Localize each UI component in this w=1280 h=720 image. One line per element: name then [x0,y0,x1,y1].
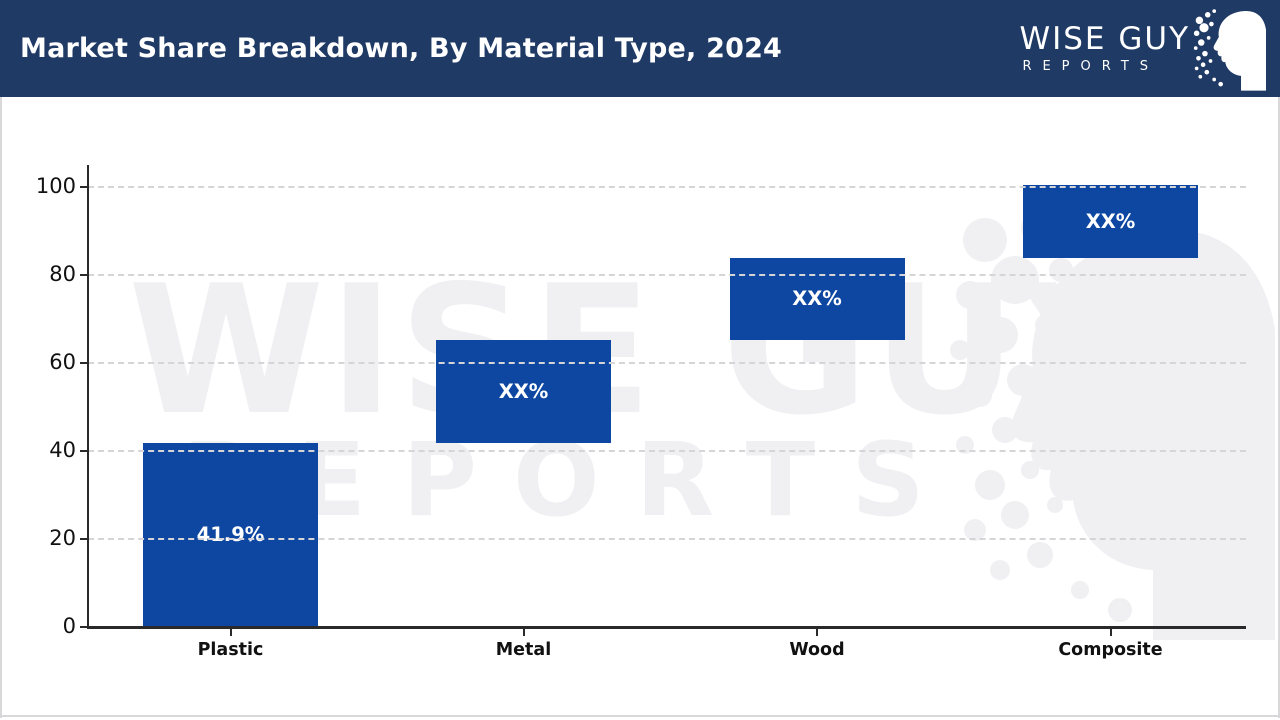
y-tick-label-100: 100 [35,174,76,198]
x-tick-mark-plastic [229,628,232,636]
bar-composite: XX% [1023,184,1198,258]
logo-text: WISE GUY REPORTS [1019,23,1190,74]
x-category-label-composite: Composite [1058,640,1163,660]
y-tick-label-60: 60 [49,350,76,374]
bar-value-label-wood: XX% [792,287,842,311]
gridline-80 [88,274,1246,276]
bar-metal: XX% [436,340,611,443]
y-tick-mark-20 [80,538,88,540]
x-tick-mark-wood [816,628,818,636]
x-category-label-wood: Wood [789,640,845,660]
header: Market Share Breakdown, By Material Type… [0,0,1280,97]
bar-plastic: 41.9% [143,442,318,627]
y-axis-line [86,165,89,629]
y-tick-label-40: 40 [49,438,76,462]
y-tick-mark-80 [80,274,88,276]
wise-guy-reports-logo: WISE GUY REPORTS [1019,7,1266,91]
left-edge-rule [0,97,2,718]
x-tick-mark-composite [1109,628,1112,636]
y-tick-mark-40 [80,450,88,452]
gridline-20 [88,538,1246,540]
x-tick-mark-metal [522,628,525,636]
gridline-100 [88,186,1246,188]
bar-value-label-plastic: 41.9% [196,523,265,547]
y-tick-label-80: 80 [49,262,76,286]
watermark-face-icon [950,214,1275,640]
x-axis-line [88,625,1246,629]
page-title: Market Share Breakdown, By Material Type… [20,33,783,64]
face-profile-logo-icon [1193,8,1266,91]
y-tick-mark-60 [80,362,88,364]
logo-reports-text: REPORTS [1022,58,1160,74]
gridline-40 [88,450,1246,452]
y-tick-mark-0 [80,626,88,628]
right-edge-rule [1278,97,1280,718]
y-tick-mark-100 [80,186,88,188]
bar-value-label-metal: XX% [498,379,549,403]
bottom-rule [0,715,1280,717]
y-tick-label-0: 0 [62,614,76,638]
bar-value-label-composite: XX% [1085,209,1136,233]
logo-wise-guy-text: WISE GUY [1019,21,1190,58]
x-category-label-metal: Metal [495,640,552,660]
gridline-60 [88,362,1246,364]
y-tick-label-20: 20 [49,526,76,550]
x-category-label-plastic: Plastic [197,640,264,660]
bar-wood: XX% [729,257,905,341]
